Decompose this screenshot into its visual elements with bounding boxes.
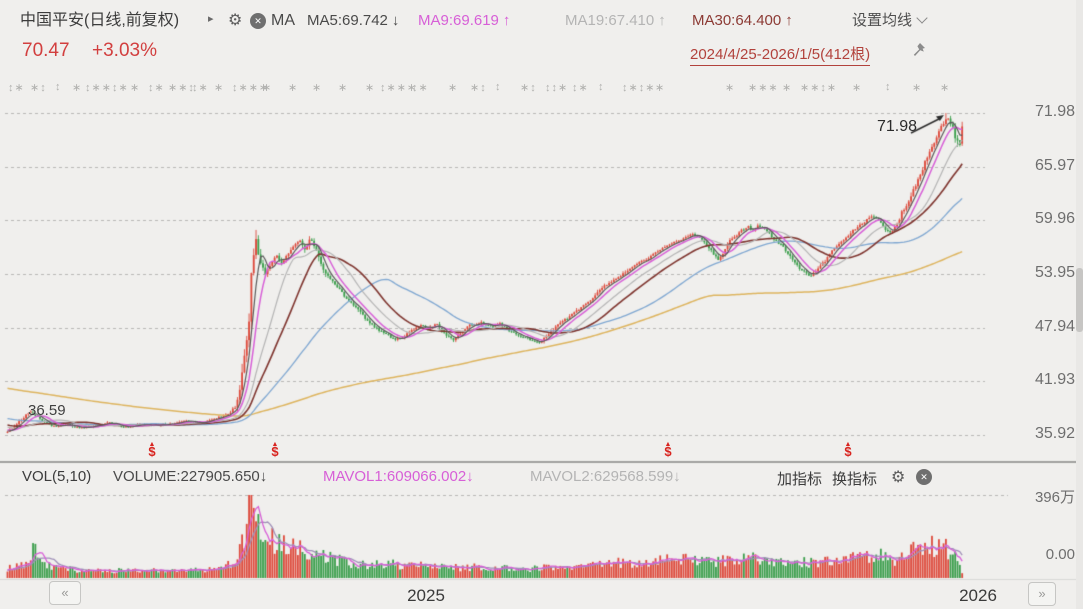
volume-close-icon[interactable]: ✕ — [916, 469, 932, 485]
price-tick-label: 65.97 — [1034, 156, 1075, 174]
mavol1-arrow-icon: ↓ — [466, 468, 474, 485]
low-annotation: 36.59 — [28, 402, 66, 419]
event-glyph: ∗ — [288, 82, 299, 94]
dividend-marker[interactable]: ▲ $ — [144, 441, 160, 459]
ma19-arrow-icon: ↑ — [658, 12, 666, 29]
event-glyph: ↕∗ — [148, 82, 165, 94]
x-axis-label-2025: 2025 — [407, 586, 445, 605]
event-glyph: ↕ — [495, 81, 502, 93]
price-tick-label: 35.92 — [1034, 425, 1075, 442]
event-glyph: ∗∗∗ — [748, 82, 779, 94]
ma9-value: MA9:69.619 ↑ — [418, 12, 511, 29]
price-tick-label: 59.96 — [1034, 210, 1075, 228]
dividend-marker[interactable]: ▲ $ — [267, 441, 283, 459]
last-price: 70.47 — [22, 40, 70, 61]
event-glyph: ∗ — [214, 82, 225, 94]
add-indicator-button[interactable]: 加指标 — [777, 471, 823, 488]
event-glyph: ∗ — [655, 82, 666, 94]
symbol-caret-icon[interactable]: ▸ — [208, 13, 214, 25]
event-glyph: ∗ — [782, 82, 793, 94]
event-glyph: ↕ — [55, 81, 62, 93]
event-glyph: ↕∗ — [8, 82, 25, 94]
symbol-title[interactable]: 中国平安(日线,前复权) — [20, 12, 180, 29]
change-percent: +3.03% — [92, 40, 157, 61]
dollar-icon: $ — [148, 444, 156, 459]
event-glyph: ∗ — [312, 82, 323, 94]
dollar-icon: $ — [844, 444, 852, 459]
ma30-value: MA30:64.400 ↑ — [692, 12, 793, 29]
arrow-up-icon: ▲ — [271, 441, 279, 448]
switch-indicator-button[interactable]: 换指标 — [832, 471, 878, 488]
event-glyph: ∗ — [940, 82, 951, 94]
volume-axis-max: 396万 — [1034, 489, 1075, 506]
event-glyph: ∗ — [262, 82, 273, 94]
ma30-arrow-icon: ↑ — [785, 12, 793, 29]
ma9-arrow-icon: ↑ — [502, 12, 511, 29]
ma19-value: MA19:67.410 ↑ — [565, 12, 666, 29]
mavol1-value: MAVOL1:609066.002↓ — [323, 468, 474, 485]
event-glyph: ∗↕ — [520, 82, 537, 94]
event-glyph: ∗ — [912, 82, 923, 94]
event-glyph: ↕∗∗∗ — [380, 82, 418, 94]
price-tick-label: 41.93 — [1034, 371, 1075, 389]
event-glyph: ∗ — [725, 82, 736, 94]
event-glyph: ↕∗∗ — [85, 82, 112, 94]
vertical-scrollbar-thumb[interactable] — [1076, 268, 1083, 332]
event-glyph: ∗ — [448, 82, 459, 94]
event-glyph: ↕∗∗∗ — [232, 82, 270, 94]
event-glyph: ∗∗↕ — [168, 82, 195, 94]
ma5-arrow-icon: ↓ — [391, 12, 400, 29]
pin-icon[interactable] — [911, 42, 926, 62]
arrow-up-icon: ▲ — [844, 441, 852, 448]
event-glyph: ↕∗ — [192, 82, 209, 94]
scroll-left-button[interactable]: « — [49, 581, 81, 605]
arrow-up-icon: ▲ — [148, 441, 156, 448]
chevron-down-icon — [916, 12, 928, 24]
dollar-icon: $ — [271, 444, 279, 459]
event-glyph: ∗ — [365, 82, 376, 94]
event-glyph: ↕∗↕∗ — [622, 82, 656, 94]
volume-arrow-icon: ↓ — [259, 468, 268, 485]
event-marker-row: ↕∗ ∗↕ ↕ ∗ ↕∗∗ ↕∗ ∗ ↕∗ ∗∗↕ ↕∗ ∗ ↕∗∗∗ ∗ ∗ ∗ ∗ ∗ ↕∗∗∗ ↕∗ ∗ ∗↕ ↕ ∗… — [0, 81, 1083, 97]
event-glyph: ↕↕∗ — [545, 82, 569, 94]
dollar-icon: $ — [664, 444, 672, 459]
vertical-scrollbar-track[interactable] — [1076, 0, 1083, 609]
price-tick-label: 47.94 — [1034, 317, 1075, 335]
dividend-marker[interactable]: ▲ $ — [840, 441, 856, 459]
event-glyph: ↕ — [598, 81, 605, 93]
event-glyph: ↕∗ — [572, 82, 589, 94]
event-glyph: ∗↕ — [470, 82, 487, 94]
event-glyph: ↕ — [885, 81, 892, 93]
event-glyph: ∗ — [852, 82, 863, 94]
ma-settings-button[interactable]: 设置均线 — [852, 10, 928, 32]
date-range-link[interactable]: 2024/4/25-2026/1/5(412根) — [690, 43, 871, 66]
x-axis-label-2026: 2026 — [959, 586, 997, 605]
arrow-up-icon: ▲ — [664, 441, 672, 448]
event-glyph: ↕∗ — [112, 82, 129, 94]
gear-icon[interactable]: ⚙ — [228, 12, 243, 29]
event-glyph: ∗ — [338, 82, 349, 94]
volume-axis-zero: 0.00 — [1045, 546, 1075, 563]
price-tick-label: 53.95 — [1034, 264, 1075, 281]
volume-value: VOLUME:227905.650↓ — [113, 468, 268, 485]
price-tick-label: 71.98 — [1034, 103, 1075, 120]
ma5-value: MA5:69.742 ↓ — [307, 12, 400, 29]
close-icon[interactable]: ✕ — [250, 13, 266, 29]
high-annotation: 71.98 — [877, 118, 918, 135]
vol-indicator-label: VOL(5,10) — [22, 468, 92, 485]
event-glyph: ↕∗ — [412, 82, 429, 94]
volume-gear-icon[interactable]: ⚙ — [891, 469, 906, 486]
mavol2-arrow-icon: ↓ — [673, 468, 681, 485]
scroll-right-button[interactable]: » — [1028, 582, 1056, 606]
dividend-marker[interactable]: ▲ $ — [660, 441, 676, 459]
mavol2-value: MAVOL2:629568.599↓ — [530, 468, 681, 485]
event-glyph: ∗∗↕∗ — [800, 82, 838, 94]
event-glyph: ∗↕ — [30, 82, 47, 94]
event-glyph: ∗ — [130, 82, 141, 94]
event-glyph: ∗ — [72, 82, 83, 94]
indicator-group-label: MA — [271, 12, 295, 29]
